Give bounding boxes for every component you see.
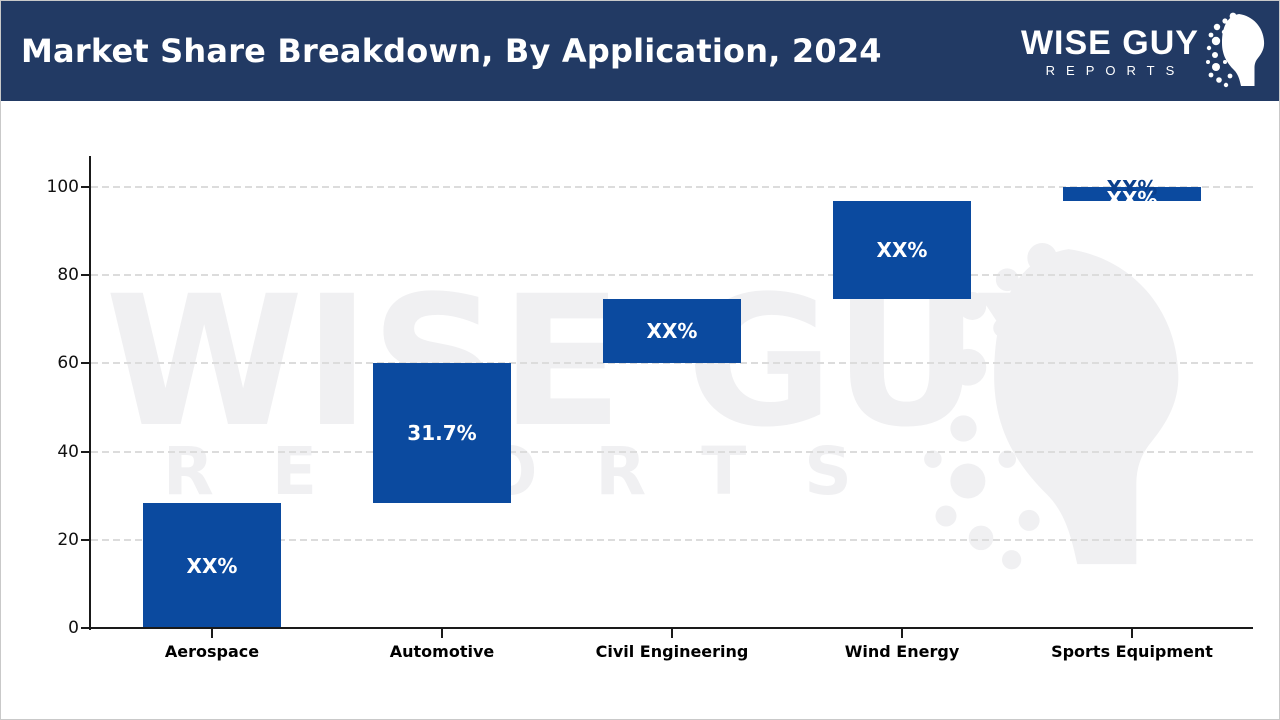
watermark-text-line2: REPORTS [163,433,910,510]
chart-title: Market Share Breakdown, By Application, … [21,32,882,70]
y-tick-mark [81,274,89,277]
x-category-label: Wind Energy [844,642,960,661]
bar-segment [833,201,971,300]
bar-segment [143,503,281,628]
bar-value-label: XX% [186,553,238,578]
gridline-60 [91,362,1253,365]
y-tick-label: 60 [57,353,79,374]
x-axis-line [89,627,1253,629]
bar-value-label: 31.7% [407,421,477,446]
x-category-label: Civil Engineering [595,642,749,661]
y-tick-mark [81,450,89,453]
y-tick-label: 100 [46,177,79,197]
x-tick-mark [1131,629,1133,638]
gridline-40 [91,450,1253,453]
y-axis-line [89,156,91,630]
x-tick-mark [671,629,673,638]
bar-value-label: XX% [646,319,698,344]
y-tick-label: 40 [57,441,79,462]
logo-subtext: REPORTS [1045,62,1186,78]
x-tick-mark [441,629,443,638]
bar-segment [373,363,511,504]
y-tick-label: 80 [57,265,79,286]
logo-wordmark: WISE GUY [1020,23,1199,62]
bar-value-label-inside: XX% [1106,187,1158,211]
gridline-20 [91,538,1253,541]
y-tick-label: 20 [57,529,79,550]
x-tick-mark [211,629,213,638]
x-tick-mark [901,629,903,638]
gridline-100 [91,186,1253,188]
bar-segment [603,299,741,364]
x-category-label: Aerospace [164,642,260,661]
y-tick-mark [81,627,89,629]
header-bar: Market Share Breakdown, By Application, … [1,1,1279,101]
y-tick-mark [81,186,89,188]
bar-segment [1063,187,1201,202]
gridline-80 [91,274,1253,277]
y-tick-mark [81,362,89,365]
bar-value-label: XX% [876,238,928,263]
wiseguy-logo: WISE GUY REPORTS [1021,10,1267,92]
x-category-label: Sports Equipment [1051,642,1213,661]
y-tick-label: 0 [68,618,79,638]
y-tick-mark [81,538,89,541]
bar-value-label-outside: XX% [1106,176,1158,200]
watermark-head-icon [924,243,1179,570]
wiseguy-head-icon [1206,12,1265,88]
x-category-label: Automotive [389,642,495,661]
